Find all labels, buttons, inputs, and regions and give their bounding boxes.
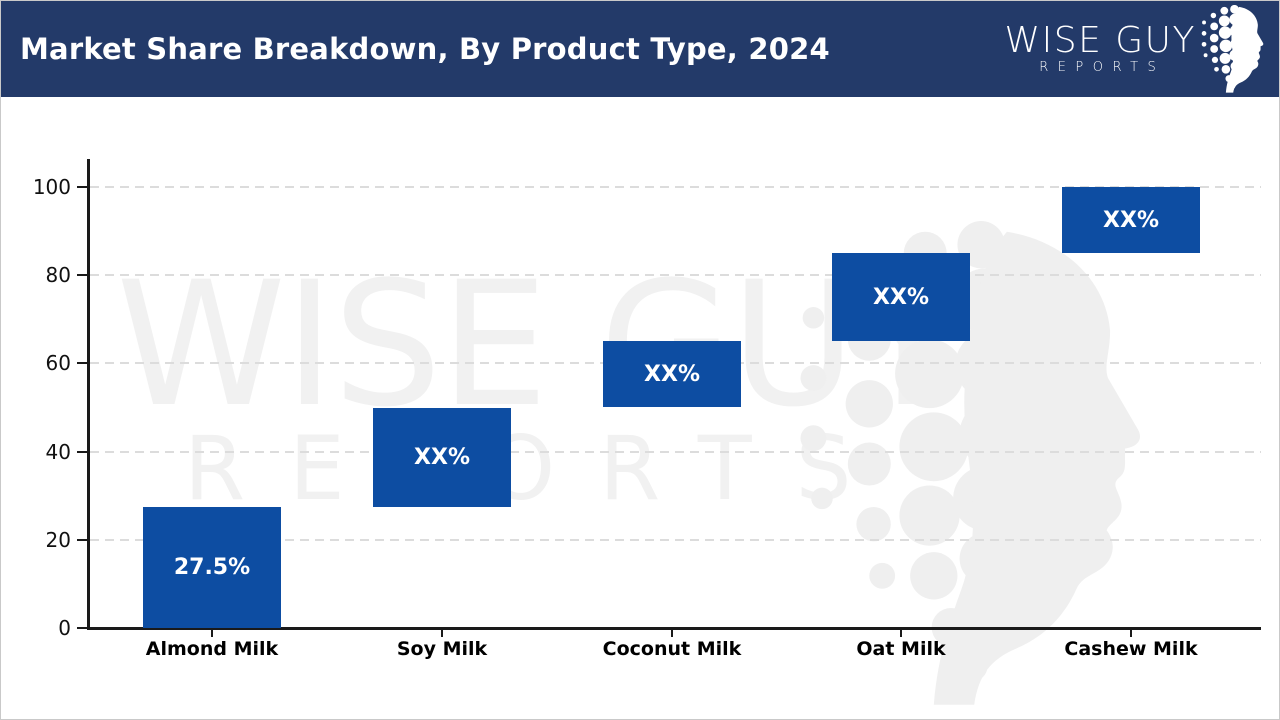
page-title: Market Share Breakdown, By Product Type,… bbox=[20, 31, 830, 66]
header-bar: Market Share Breakdown, By Product Type,… bbox=[1, 1, 1279, 97]
y-tick-label: 0 bbox=[58, 616, 71, 640]
y-axis-tick bbox=[77, 186, 87, 188]
bar-value-label: XX% bbox=[1103, 207, 1159, 233]
bar-value-label: XX% bbox=[644, 361, 700, 387]
y-tick-label: 20 bbox=[45, 527, 71, 552]
y-tick-label: 80 bbox=[45, 263, 71, 288]
watermark-text-reports: REPORTS bbox=[184, 417, 896, 520]
x-axis-tick bbox=[671, 630, 673, 637]
bar-segment: 27.5% bbox=[143, 506, 281, 628]
x-category-label: Oat Milk bbox=[856, 638, 946, 660]
logo-wordmark-sub: REPORTS bbox=[1039, 60, 1166, 76]
gridline-y-40 bbox=[90, 450, 1261, 453]
y-tick-label: 60 bbox=[45, 351, 71, 376]
bar-segment: XX% bbox=[1062, 187, 1200, 254]
y-tick-label: 100 bbox=[32, 175, 71, 199]
y-axis-tick bbox=[77, 538, 87, 541]
x-axis-tick bbox=[1130, 630, 1132, 637]
x-axis-tick bbox=[211, 630, 213, 637]
bar-value-label: 27.5% bbox=[173, 554, 251, 580]
x-category-label: Almond Milk bbox=[145, 638, 279, 660]
y-axis-tick bbox=[77, 627, 87, 629]
y-axis-tick bbox=[77, 274, 87, 277]
x-category-label: Coconut Milk bbox=[602, 638, 742, 660]
bar-segment: XX% bbox=[603, 341, 741, 408]
y-axis-line bbox=[87, 159, 90, 630]
watermark-text-wiseguy: WISE GUY bbox=[116, 244, 960, 445]
x-axis-line bbox=[87, 627, 1261, 630]
y-axis-tick bbox=[77, 450, 87, 453]
logo-wordmark: WISE GUY REPORTS bbox=[1004, 19, 1197, 76]
bar-value-label: XX% bbox=[873, 284, 929, 310]
gridline-y-20 bbox=[90, 538, 1261, 541]
bar-segment: XX% bbox=[832, 253, 970, 342]
logo-head-icon bbox=[1190, 5, 1268, 93]
bar-segment: XX% bbox=[373, 407, 511, 507]
bar-value-label: XX% bbox=[414, 444, 470, 470]
x-axis-tick bbox=[900, 630, 902, 637]
x-axis-tick bbox=[441, 630, 443, 637]
x-category-label: Cashew Milk bbox=[1064, 638, 1198, 660]
y-axis-tick bbox=[77, 362, 87, 365]
gridline-y-80 bbox=[90, 274, 1261, 277]
logo-wordmark-main: WISE GUY bbox=[1004, 19, 1196, 61]
x-category-label: Soy Milk bbox=[396, 638, 488, 660]
y-tick-label: 40 bbox=[45, 439, 71, 464]
wiseguy-logo: WISE GUY REPORTS bbox=[1005, 2, 1269, 95]
gridline-y-100 bbox=[90, 186, 1261, 188]
